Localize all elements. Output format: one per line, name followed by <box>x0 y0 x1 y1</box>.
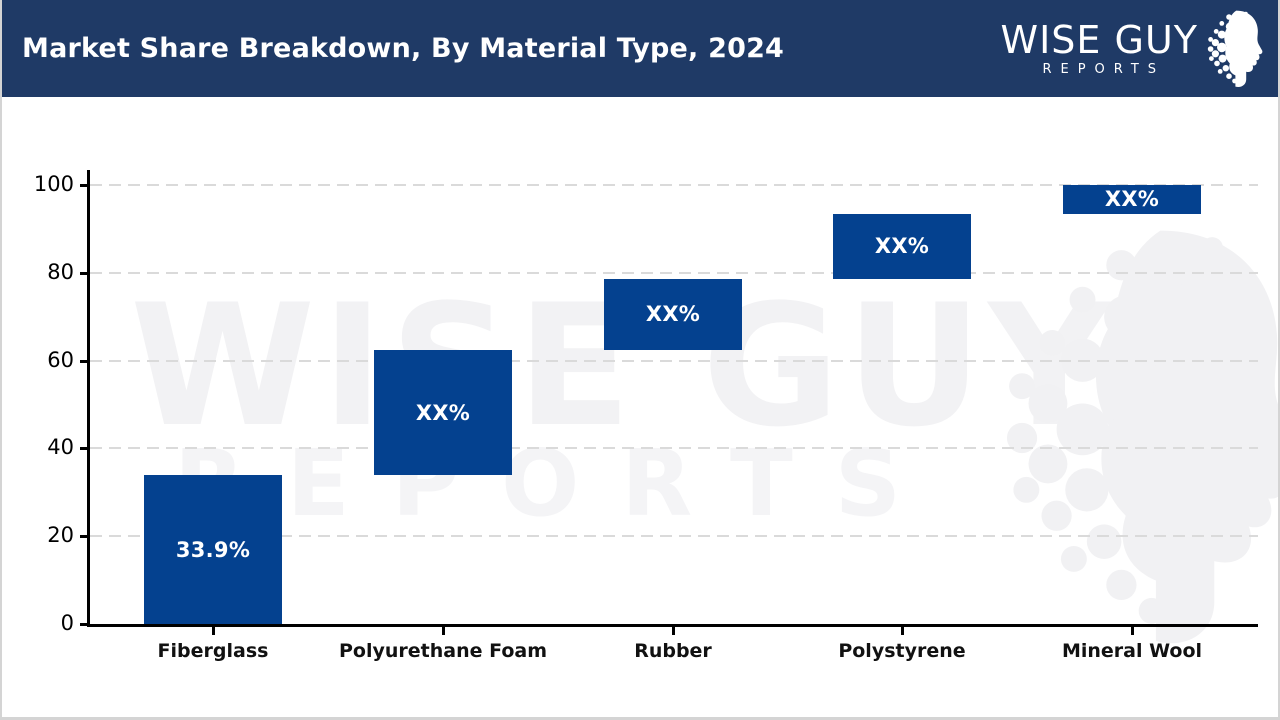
y-tick-label: 100 <box>33 172 74 196</box>
bar-value-label: XX% <box>415 400 471 425</box>
y-tick-label: 40 <box>47 435 74 460</box>
chart-title: Market Share Breakdown, By Material Type… <box>22 33 785 64</box>
bar-polyurethane-foam: XX% <box>374 350 512 476</box>
y-axis-line <box>87 170 90 627</box>
y-tick <box>80 447 89 451</box>
x-axis-label: Rubber <box>634 640 712 662</box>
gridline-20 <box>90 535 1258 538</box>
gridline-100 <box>90 184 1258 186</box>
bar-fiberglass: 33.9% <box>144 475 282 624</box>
x-axis-label: Polystyrene <box>838 640 966 662</box>
x-tick <box>672 627 675 635</box>
watermark-head-icon <box>1006 230 1278 644</box>
bar-rubber: XX% <box>604 278 742 351</box>
gridline-40 <box>90 447 1258 450</box>
gridline-60 <box>90 359 1258 362</box>
bar-value-label: XX% <box>874 234 930 259</box>
y-tick <box>80 623 89 626</box>
y-tick-label: 60 <box>47 347 74 372</box>
x-tick <box>1131 627 1134 635</box>
y-tick <box>80 535 89 539</box>
bar-value-label: 33.9% <box>175 537 251 562</box>
header: Market Share Breakdown, By Material Type… <box>2 0 1278 97</box>
gridline-80 <box>90 271 1258 274</box>
x-tick <box>212 627 215 635</box>
y-tick <box>80 271 89 275</box>
brand-logo: WISE GUY REPORTS <box>1001 9 1264 89</box>
x-axis-label: Polyurethane Foam <box>339 640 547 662</box>
logo-wordmark-line2: REPORTS <box>1042 61 1166 77</box>
x-axis-label: Mineral Wool <box>1061 640 1203 662</box>
bar-mineral-wool: XX% <box>1063 185 1201 214</box>
y-tick-label: 80 <box>47 259 74 284</box>
bar-value-label: XX% <box>645 302 701 327</box>
x-axis-line <box>87 624 1258 627</box>
watermark-subtext: REPORTS <box>174 430 944 537</box>
x-axis-label: Fiberglass <box>157 640 269 662</box>
bar-value-label: XX% <box>1104 187 1160 212</box>
y-tick <box>80 184 89 187</box>
y-tick <box>80 359 89 363</box>
logo-wordmark: WISE GUY REPORTS <box>1001 21 1198 77</box>
x-tick <box>442 627 445 635</box>
bar-polystyrene: XX% <box>833 213 971 279</box>
logo-wordmark-line1: WISE GUY <box>1000 17 1198 62</box>
x-tick <box>901 627 904 635</box>
y-tick-label: 0 <box>60 611 74 635</box>
y-tick-label: 20 <box>47 523 74 548</box>
logo-head-icon <box>1207 10 1263 87</box>
